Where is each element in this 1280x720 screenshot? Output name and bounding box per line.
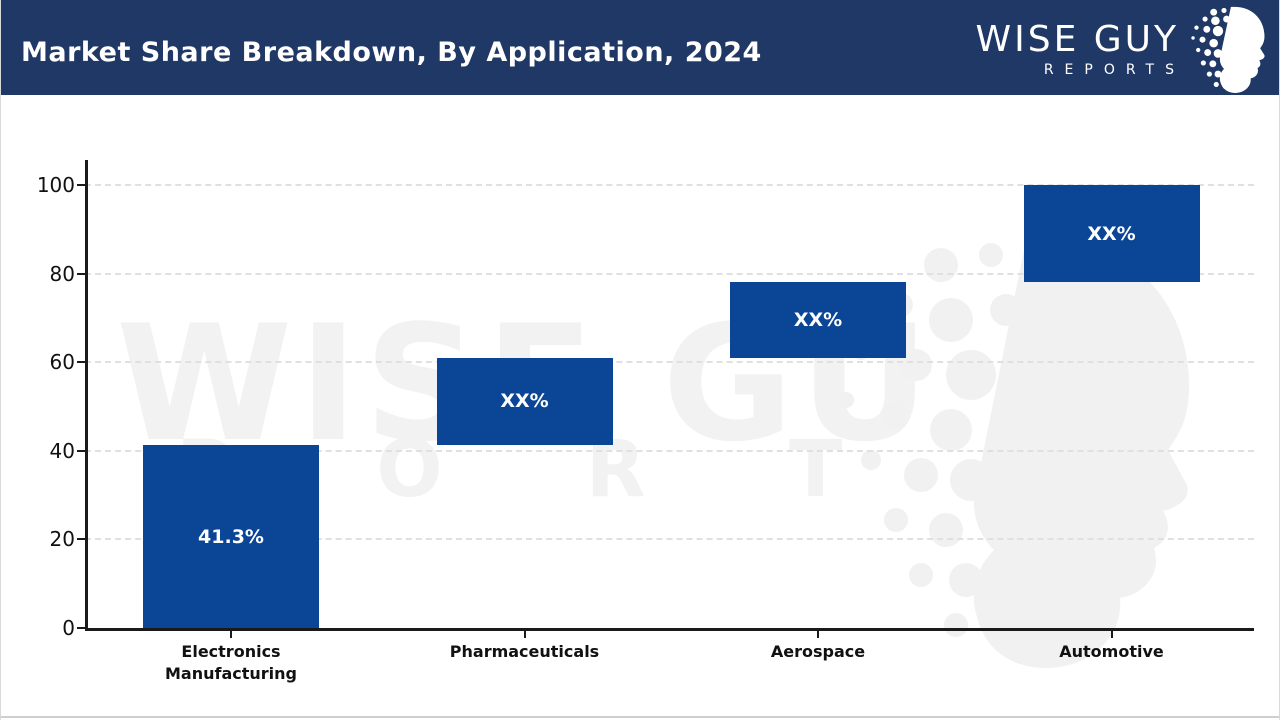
y-axis-tick-mark <box>77 184 85 186</box>
y-axis-tick-mark <box>77 449 85 452</box>
x-axis-category-label: Electronics Manufacturing <box>165 642 297 683</box>
y-axis-tick-label: 0 <box>62 616 75 640</box>
x-axis-tick-mark <box>817 630 819 638</box>
logo-subtitle: REPORTS <box>1043 61 1185 78</box>
gridline-20 <box>85 538 1254 541</box>
chart-title: Market Share Breakdown, By Application, … <box>21 37 762 68</box>
x-axis-spine <box>85 628 1254 631</box>
bar-value-label: XX% <box>1087 222 1136 245</box>
y-axis-spine <box>85 160 88 631</box>
bar-value-label: 41.3% <box>198 525 264 548</box>
x-axis-category-label: Aerospace <box>770 642 866 661</box>
header: Market Share Breakdown, By Application, … <box>1 0 1279 95</box>
y-axis-tick-mark <box>77 627 85 629</box>
bar-automotive: XX% <box>1023 185 1200 283</box>
x-axis-category-label: Pharmaceuticals <box>449 642 600 661</box>
wiseguy-head-icon <box>1191 6 1265 93</box>
x-axis-tick-mark <box>1110 630 1113 638</box>
bar-pharmaceuticals: XX% <box>436 357 613 446</box>
bar-aerospace: XX% <box>730 282 906 358</box>
logo-wordmark: WISE GUY <box>975 18 1179 60</box>
x-axis-tick-mark <box>230 630 232 638</box>
y-axis-tick-label: 80 <box>49 261 75 286</box>
bar-value-label: XX% <box>793 309 843 332</box>
wiseguy-logo: WISE GUY REPORTS <box>976 1 1268 95</box>
watermark-head-icon <box>838 238 1190 668</box>
gridline-60 <box>85 361 1254 364</box>
y-axis-tick-label: 100 <box>36 173 75 197</box>
x-axis-tick-mark <box>523 630 526 638</box>
y-axis-tick-mark <box>77 272 85 275</box>
y-axis-tick-mark <box>77 361 85 364</box>
gridline-40 <box>85 449 1254 452</box>
y-axis-tick-mark <box>77 538 85 541</box>
y-axis-tick-label: 40 <box>49 438 75 463</box>
x-axis-category-label: Automotive <box>1059 642 1164 661</box>
page-bottom-border <box>1 716 1279 718</box>
y-axis-tick-label: 60 <box>49 350 75 375</box>
chart-area: WISE GU P O R T S 0 20 40 60 80 100 41.3% Elect… <box>1 95 1279 720</box>
gridline-80 <box>85 272 1254 275</box>
bar-electronics-manufacturing: 41.3% <box>143 445 319 628</box>
y-axis-tick-label: 20 <box>49 527 75 552</box>
gridline-100 <box>85 184 1254 186</box>
bar-value-label: XX% <box>500 390 549 413</box>
